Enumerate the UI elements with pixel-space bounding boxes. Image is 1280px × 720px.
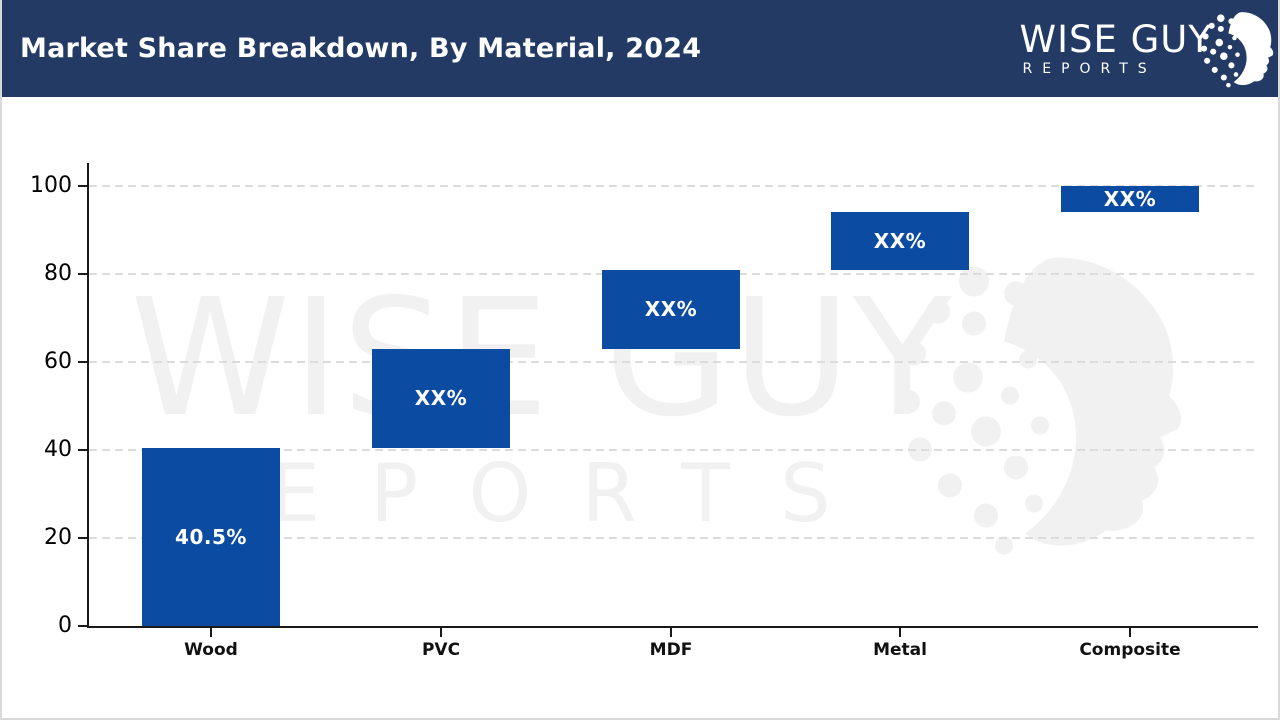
bar-pvc: XX% — [372, 348, 510, 448]
gridline-100 — [89, 185, 1256, 187]
x-tick-label-mdf: MDF — [649, 640, 693, 660]
x-tick-mark — [440, 628, 442, 637]
bar-value-label: XX% — [644, 297, 698, 322]
page-title: Market Share Breakdown, By Material, 202… — [20, 33, 702, 64]
bar-wood: 40.5% — [142, 447, 280, 626]
header-bar: Market Share Breakdown, By Material, 202… — [0, 0, 1280, 97]
y-tick-mark — [78, 361, 88, 363]
y-axis — [87, 163, 89, 628]
x-tick-mark — [210, 628, 212, 637]
x-tick-label-composite: Composite — [1079, 640, 1181, 660]
bar-value-label: 40.5% — [175, 524, 247, 549]
y-tick-label: 20 — [44, 525, 72, 550]
x-tick-mark — [899, 628, 901, 637]
y-tick-label: 100 — [30, 173, 72, 198]
y-tick-mark — [78, 625, 88, 627]
x-tick-mark — [670, 628, 672, 637]
gridline-60 — [89, 361, 1256, 363]
bar-composite: XX% — [1061, 186, 1199, 213]
brand-subtitle: REPORTS — [1022, 61, 1157, 77]
y-tick-mark — [78, 185, 88, 187]
gridline-40 — [89, 449, 1256, 451]
y-tick-label: 60 — [44, 349, 72, 374]
y-tick-label: 40 — [44, 437, 72, 462]
bar-value-label: XX% — [873, 228, 927, 253]
x-tick-mark — [1129, 628, 1131, 637]
y-tick-mark — [78, 273, 88, 275]
bar-value-label: XX% — [1103, 187, 1157, 212]
x-tick-label-wood: Wood — [184, 640, 238, 660]
y-tick-label: 0 — [58, 613, 72, 638]
y-tick-mark — [78, 537, 88, 539]
x-axis — [87, 626, 1258, 628]
brand-text: WISE GUY REPORTS — [1020, 21, 1212, 76]
y-tick-label: 80 — [44, 261, 72, 286]
brand-logo: WISE GUY REPORTS — [1020, 7, 1274, 91]
bar-value-label: XX% — [414, 386, 468, 411]
bar-metal: XX% — [831, 212, 969, 270]
bar-mdf: XX% — [602, 269, 740, 349]
y-tick-mark — [78, 449, 88, 451]
brand-head-icon — [1201, 11, 1274, 87]
gridline-20 — [89, 537, 1256, 539]
x-tick-label-pvc: PVC — [421, 640, 461, 660]
brand-name: WISE GUY — [1019, 18, 1212, 61]
x-tick-label-metal: Metal — [873, 640, 927, 660]
